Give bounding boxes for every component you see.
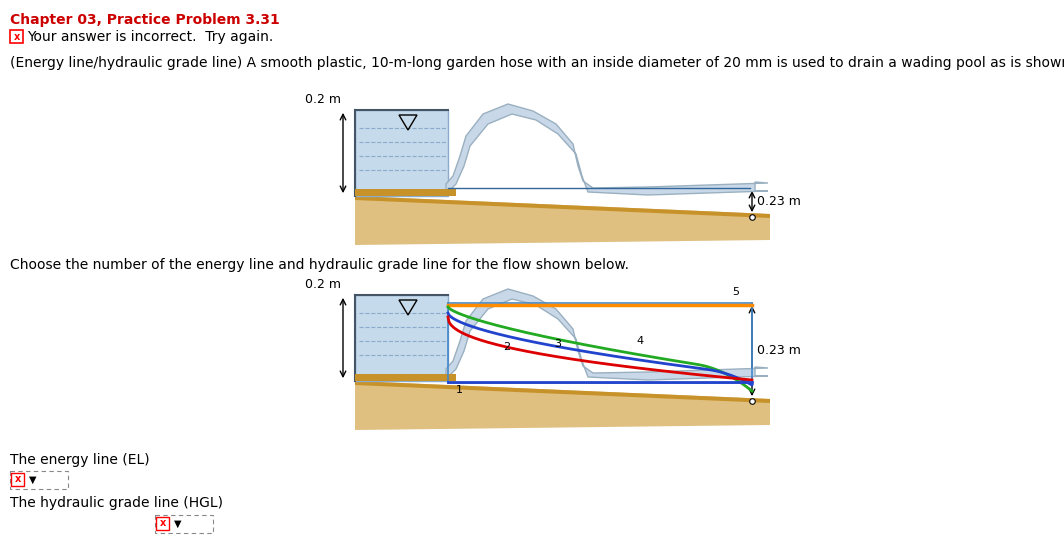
Text: ▼: ▼: [174, 519, 182, 529]
Polygon shape: [355, 381, 770, 430]
Text: 5: 5: [732, 287, 739, 297]
FancyBboxPatch shape: [11, 473, 24, 486]
Text: 0.23 m: 0.23 m: [757, 195, 801, 208]
FancyBboxPatch shape: [156, 517, 169, 530]
Text: Chapter 03, Practice Problem 3.31: Chapter 03, Practice Problem 3.31: [10, 13, 280, 27]
Text: Choose the number of the energy line and hydraulic grade line for the flow shown: Choose the number of the energy line and…: [10, 258, 629, 272]
Text: 1: 1: [456, 385, 463, 395]
Text: x: x: [15, 475, 20, 485]
Text: 0.2 m: 0.2 m: [305, 93, 340, 106]
Bar: [355, 189, 456, 196]
Bar: [355, 374, 456, 381]
Polygon shape: [446, 289, 768, 380]
Bar: [155, 515, 213, 533]
Text: 3: 3: [554, 339, 562, 349]
Text: Your answer is incorrect.  Try again.: Your answer is incorrect. Try again.: [27, 30, 273, 43]
Polygon shape: [355, 196, 770, 218]
Text: 4: 4: [636, 336, 644, 346]
Bar: [355, 110, 448, 196]
Text: x: x: [160, 519, 166, 529]
Bar: [10, 471, 68, 489]
Text: The energy line (EL): The energy line (EL): [10, 453, 150, 467]
Text: ▼: ▼: [29, 475, 36, 485]
Text: 2: 2: [502, 342, 510, 352]
Bar: [355, 295, 448, 381]
FancyBboxPatch shape: [10, 30, 23, 43]
Polygon shape: [355, 196, 770, 245]
Text: 0.23 m: 0.23 m: [757, 344, 801, 358]
Polygon shape: [446, 104, 768, 195]
Text: The hydraulic grade line (HGL): The hydraulic grade line (HGL): [10, 496, 223, 510]
Text: 0.2 m: 0.2 m: [305, 278, 340, 291]
Text: x: x: [14, 32, 19, 42]
Polygon shape: [355, 381, 770, 403]
Text: (Energy line/hydraulic grade line) A smooth plastic, 10-m-long garden hose with : (Energy line/hydraulic grade line) A smo…: [10, 56, 1064, 70]
